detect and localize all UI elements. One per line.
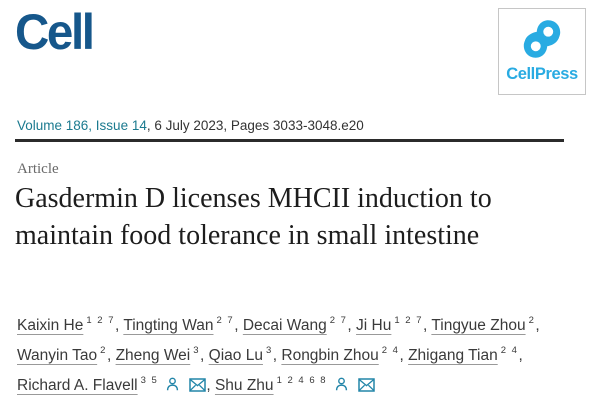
citation-date-pages: , 6 July 2023, Pages 3033-3048.e20 (146, 118, 364, 133)
author-affiliation-superscript: 1 2 4 6 8 (276, 374, 328, 386)
author-name: Tingting Wan (123, 317, 214, 334)
author-link[interactable]: Ji Hu (356, 317, 391, 334)
author-name: Qiao Lu (208, 347, 263, 364)
author-list: Kaixin He 1 2 7, Tingting Wan 2 7, Decai W… (17, 311, 573, 401)
author: Zhigang Tian 2 4 (408, 344, 519, 364)
author-link[interactable]: Zhigang Tian (408, 347, 498, 364)
cellpress-logo-text: CellPress (506, 65, 578, 83)
person-icon[interactable] (334, 376, 349, 392)
article-title: Gasdermin D licenses MHCII induction to … (15, 183, 492, 251)
author: Decai Wang 2 7 (243, 314, 348, 334)
author: Qiao Lu 3 (209, 344, 273, 364)
author: Kaixin He 1 2 7 (17, 314, 115, 334)
author-name: Zheng Wei (115, 347, 191, 364)
author-affiliation-superscript: 1 2 7 (394, 314, 424, 326)
cellpress-logo[interactable]: CellPress (498, 8, 586, 95)
author-separator: , (114, 317, 124, 334)
envelope-icon[interactable] (358, 378, 375, 392)
author-link[interactable]: Rongbin Zhou (281, 347, 378, 364)
author-affiliation-superscript: 1 2 7 (86, 314, 115, 326)
author: Wanyin Tao 2 (17, 344, 107, 364)
author-name: Kaixin He (17, 317, 84, 334)
author-separator: , (234, 317, 243, 334)
author-link[interactable]: Kaixin He (17, 317, 83, 334)
author-separator: , (399, 347, 409, 364)
author-separator: , (272, 347, 282, 364)
author-name: Shu Zhu (214, 377, 274, 394)
author-link[interactable]: Shu Zhu (215, 377, 274, 394)
envelope-icon[interactable] (189, 378, 207, 392)
author: Tingting Wan 2 7 (123, 314, 235, 334)
author: Shu Zhu 1 2 4 6 8 (215, 374, 375, 394)
author-separator: , (423, 317, 432, 334)
header-divider (15, 139, 564, 142)
author-link[interactable]: Zheng Wei (116, 347, 191, 364)
author-affiliation-superscript: 2 7 (329, 314, 348, 326)
author-affiliation-superscript: 3 (193, 344, 201, 356)
author: Ji Hu 1 2 7 (356, 314, 424, 334)
author-affiliation-superscript: 2 (100, 344, 107, 356)
author-link[interactable]: Wanyin Tao (17, 347, 97, 364)
author-name: Wanyin Tao (17, 347, 98, 364)
author: Richard A. Flavell 3 5 (17, 374, 207, 394)
author-separator: , (206, 377, 215, 394)
article-type-label: Article (17, 161, 59, 177)
author-name: Ji Hu (356, 317, 392, 334)
author-name: Tingyue Zhou (431, 317, 526, 334)
volume-issue-link[interactable]: Volume 186, Issue 14 (17, 118, 147, 133)
author: Tingyue Zhou 2 (431, 314, 536, 334)
citation-line: Volume 186, Issue 14, 6 July 2023, Pages… (17, 118, 364, 133)
author-link[interactable]: Tingting Wan (123, 317, 213, 334)
author-affiliation-superscript: 2 4 (500, 344, 519, 356)
author-separator: , (106, 347, 116, 364)
author: Rongbin Zhou 2 4 (281, 344, 400, 364)
author-affiliation-superscript: 2 7 (216, 314, 235, 326)
person-icon[interactable] (165, 376, 180, 392)
author-affiliation-superscript: 2 (528, 314, 536, 326)
author-affiliation-superscript: 3 5 (140, 374, 159, 386)
author-name: Decai Wang (242, 317, 327, 334)
author-affiliation-superscript: 2 4 (381, 344, 400, 356)
author-link[interactable]: Tingyue Zhou (431, 317, 525, 334)
author-link[interactable]: Qiao Lu (209, 347, 263, 364)
author-separator: , (200, 347, 209, 364)
cell-journal-logo[interactable]: Cell (15, 4, 95, 60)
author-name: Zhigang Tian (408, 347, 498, 364)
author-separator: , (518, 347, 523, 364)
author: Zheng Wei 3 (116, 344, 201, 364)
author-affiliation-superscript: 3 (265, 344, 273, 356)
author-name: Rongbin Zhou (281, 347, 379, 364)
author-separator: , (535, 317, 540, 334)
author-link[interactable]: Decai Wang (243, 317, 327, 334)
cellpress-swoosh-icon (516, 13, 568, 65)
author-separator: , (347, 317, 357, 334)
author-name: Richard A. Flavell (17, 377, 138, 394)
author-link[interactable]: Richard A. Flavell (17, 377, 138, 394)
